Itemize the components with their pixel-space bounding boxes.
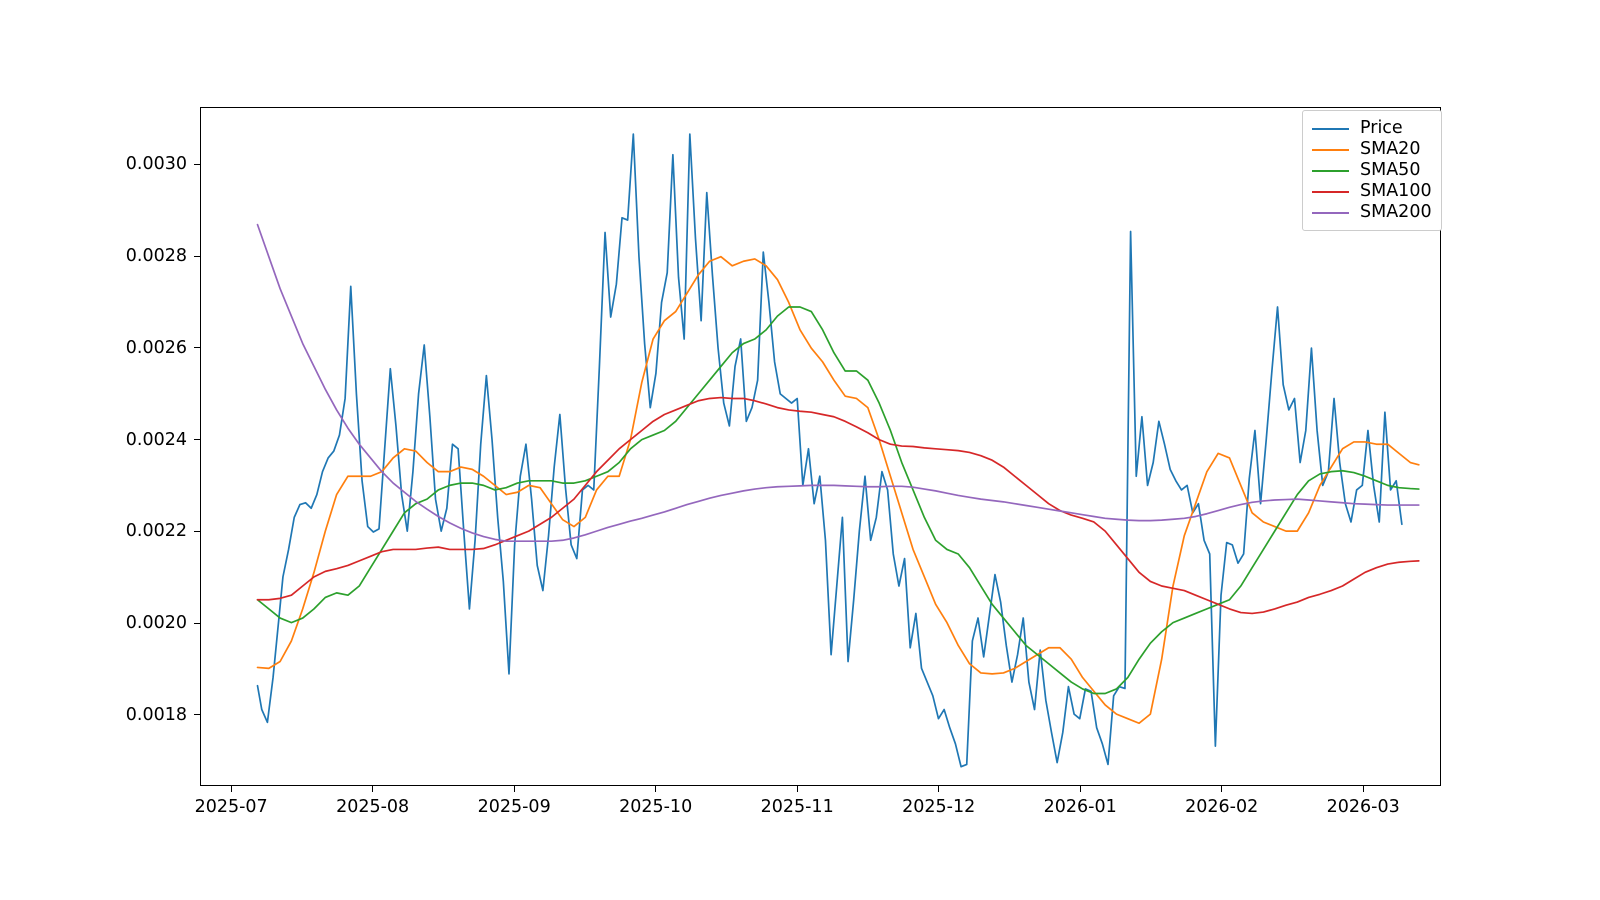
y-tick-mark [194, 530, 200, 532]
legend-swatch-icon [1312, 148, 1349, 151]
y-tick-mark [194, 255, 200, 257]
y-tick-mark [194, 714, 200, 716]
x-tick-mark [1221, 786, 1223, 792]
x-tick-mark [655, 786, 657, 792]
x-tick-mark [938, 786, 940, 792]
x-tick-label: 2026-03 [1326, 797, 1400, 817]
series-line-sma50 [256, 306, 1420, 695]
legend-item-sma200: SMA200 [1312, 202, 1432, 223]
x-tick-label: 2026-02 [1185, 797, 1259, 817]
plot-lines [256, 133, 1420, 768]
y-tick-mark [194, 439, 200, 441]
x-tick-label: 2025-09 [477, 797, 551, 817]
chart-legend: Price SMA20 SMA50 SMA100 SMA200 [1302, 110, 1442, 231]
x-tick-mark [1362, 786, 1364, 792]
y-tick-label: 0.0028 [125, 246, 187, 267]
legend-swatch-icon [1312, 169, 1349, 172]
legend-item-sma100: SMA100 [1312, 181, 1432, 202]
legend-swatch-icon [1312, 211, 1349, 214]
y-tick-label: 0.0030 [125, 154, 187, 175]
y-tick-mark [194, 163, 200, 165]
legend-label: Price [1360, 117, 1403, 138]
x-tick-mark [513, 786, 515, 792]
y-tick-label: 0.0020 [125, 613, 187, 634]
x-tick-label: 2026-01 [1043, 797, 1117, 817]
legend-swatch-icon [1312, 127, 1349, 130]
series-line-sma20 [256, 255, 1420, 725]
legend-label: SMA100 [1360, 180, 1432, 201]
x-tick-label: 2025-11 [760, 797, 834, 817]
y-tick-label: 0.0026 [125, 337, 187, 358]
x-tick-label: 2025-08 [336, 797, 410, 817]
legend-label: SMA50 [1360, 159, 1421, 180]
series-line-sma200 [256, 223, 1420, 543]
x-tick-mark [230, 786, 232, 792]
y-tick-mark [194, 347, 200, 349]
x-tick-label: 2025-10 [619, 797, 693, 817]
y-tick-mark [194, 622, 200, 624]
legend-label: SMA20 [1360, 138, 1421, 159]
x-tick-mark [372, 786, 374, 792]
y-tick-label: 0.0024 [125, 429, 187, 450]
x-tick-mark [1079, 786, 1081, 792]
x-tick-label: 2025-07 [194, 797, 268, 817]
y-tick-label: 0.0018 [125, 704, 187, 725]
legend-swatch-icon [1312, 190, 1349, 193]
plot-area [200, 107, 1441, 786]
legend-item-sma20: SMA20 [1312, 139, 1432, 160]
y-tick-label: 0.0022 [125, 521, 187, 542]
legend-item-price: Price [1312, 118, 1432, 139]
x-tick-label: 2025-12 [902, 797, 976, 817]
series-line-sma100 [256, 396, 1420, 615]
x-tick-mark [796, 786, 798, 792]
series-line-price [256, 133, 1403, 768]
legend-item-sma50: SMA50 [1312, 160, 1432, 181]
legend-label: SMA200 [1360, 201, 1432, 222]
